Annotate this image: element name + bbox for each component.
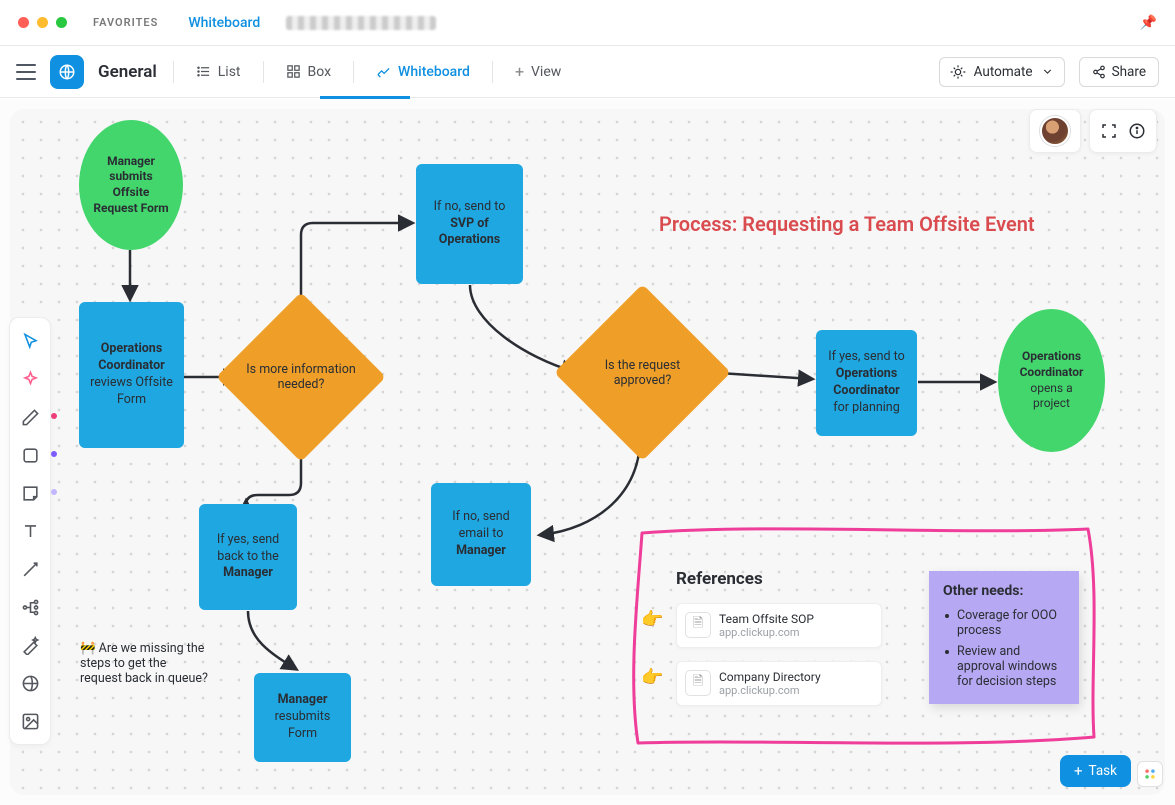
- favorites-label: FAVORITES: [93, 16, 158, 29]
- ref-card-0[interactable]: 🗎Team Offsite SOPapp.clickup.com: [676, 603, 882, 648]
- shape-tool[interactable]: [13, 438, 47, 472]
- sticky-note[interactable]: Other needs: Coverage for OOO processRev…: [929, 571, 1079, 704]
- task-button[interactable]: +Task: [1060, 755, 1131, 787]
- pointer-icon: 👉: [641, 609, 663, 630]
- fit-icon[interactable]: [1100, 122, 1118, 140]
- automate-button[interactable]: Automate: [939, 57, 1065, 87]
- node-n4[interactable]: If yes, sendback to theManager: [199, 504, 297, 610]
- sticky-heading: Other needs:: [943, 583, 1065, 599]
- add-view-label: View: [531, 64, 561, 80]
- sticky-item: Coverage for OOO process: [943, 605, 1065, 641]
- node-start[interactable]: ManagersubmitsOffsiteRequest Form: [79, 120, 183, 250]
- user-avatar[interactable]: [1040, 116, 1070, 146]
- tab-whiteboard-view[interactable]: Whiteboard: [370, 64, 476, 80]
- tab-whiteboard-label: Whiteboard: [398, 64, 470, 80]
- canvas-comment: 🚧 Are we missing the steps to get the re…: [80, 641, 210, 686]
- node-n2[interactable]: OperationsCoordinatorreviews OffsiteForm: [79, 302, 184, 448]
- chevron-down-icon: [1041, 65, 1054, 78]
- add-view[interactable]: + View: [509, 62, 567, 81]
- canvas-util-box: [1089, 109, 1157, 153]
- tab-box[interactable]: Box: [280, 64, 338, 80]
- node-n7[interactable]: If yes, send toOperationsCoordinatorfor …: [816, 330, 917, 436]
- process-title: Process: Requesting a Team Offsite Event: [659, 212, 1035, 236]
- ai-tool[interactable]: [13, 362, 47, 396]
- mac-min-dot[interactable]: [37, 17, 48, 28]
- node-n6[interactable]: If no, sendemail toManager: [431, 483, 531, 586]
- info-icon[interactable]: [1128, 122, 1146, 140]
- ref-card-1[interactable]: 🗎Company Directoryapp.clickup.com: [676, 661, 882, 706]
- menu-icon[interactable]: [16, 64, 36, 80]
- node-n5[interactable]: ManagerresubmitsForm: [254, 673, 351, 762]
- whiteboard-toolbar: [9, 317, 51, 745]
- mac-max-dot[interactable]: [56, 17, 67, 28]
- image-tool[interactable]: [13, 704, 47, 738]
- tab-box-label: Box: [308, 64, 332, 80]
- node-n3[interactable]: If no, send toSVP ofOperations: [416, 164, 523, 284]
- presence-box: [1029, 109, 1081, 153]
- connector-tool[interactable]: [13, 552, 47, 586]
- pen-tool[interactable]: [13, 400, 47, 434]
- mind-map-tool[interactable]: [13, 590, 47, 624]
- canvas[interactable]: Process: Requesting a Team Offsite Event…: [0, 99, 1175, 805]
- references-heading: References: [676, 569, 763, 589]
- sticky-item: Review and approval windows for decision…: [943, 641, 1065, 692]
- tab-list-label: List: [218, 64, 241, 80]
- sticky-tool[interactable]: [13, 476, 47, 510]
- canvas-controls: [1029, 109, 1157, 153]
- tab-list[interactable]: List: [190, 64, 247, 80]
- magic-tool[interactable]: [13, 628, 47, 662]
- apps-button[interactable]: [1137, 761, 1163, 787]
- mac-titlebar: FAVORITES Whiteboard 📌: [0, 0, 1175, 46]
- node-end[interactable]: OperationsCoordinatoropens aproject: [998, 309, 1105, 452]
- automate-label: Automate: [974, 64, 1033, 80]
- space-icon: [50, 55, 84, 89]
- tab-whiteboard[interactable]: Whiteboard: [188, 15, 260, 31]
- mac-close-dot[interactable]: [18, 17, 29, 28]
- task-button-label: Task: [1089, 763, 1117, 779]
- app-header: General List Box Whiteboard + View Autom…: [0, 46, 1175, 98]
- pin-icon[interactable]: 📌: [1140, 15, 1157, 31]
- share-button[interactable]: Share: [1079, 57, 1159, 87]
- select-tool[interactable]: [13, 324, 47, 358]
- pointer-icon: 👉: [641, 667, 663, 688]
- text-tool[interactable]: [13, 514, 47, 548]
- tab-blurred: [286, 16, 436, 30]
- workspace-title: General: [98, 62, 157, 82]
- web-tool[interactable]: [13, 666, 47, 700]
- share-label: Share: [1112, 64, 1146, 80]
